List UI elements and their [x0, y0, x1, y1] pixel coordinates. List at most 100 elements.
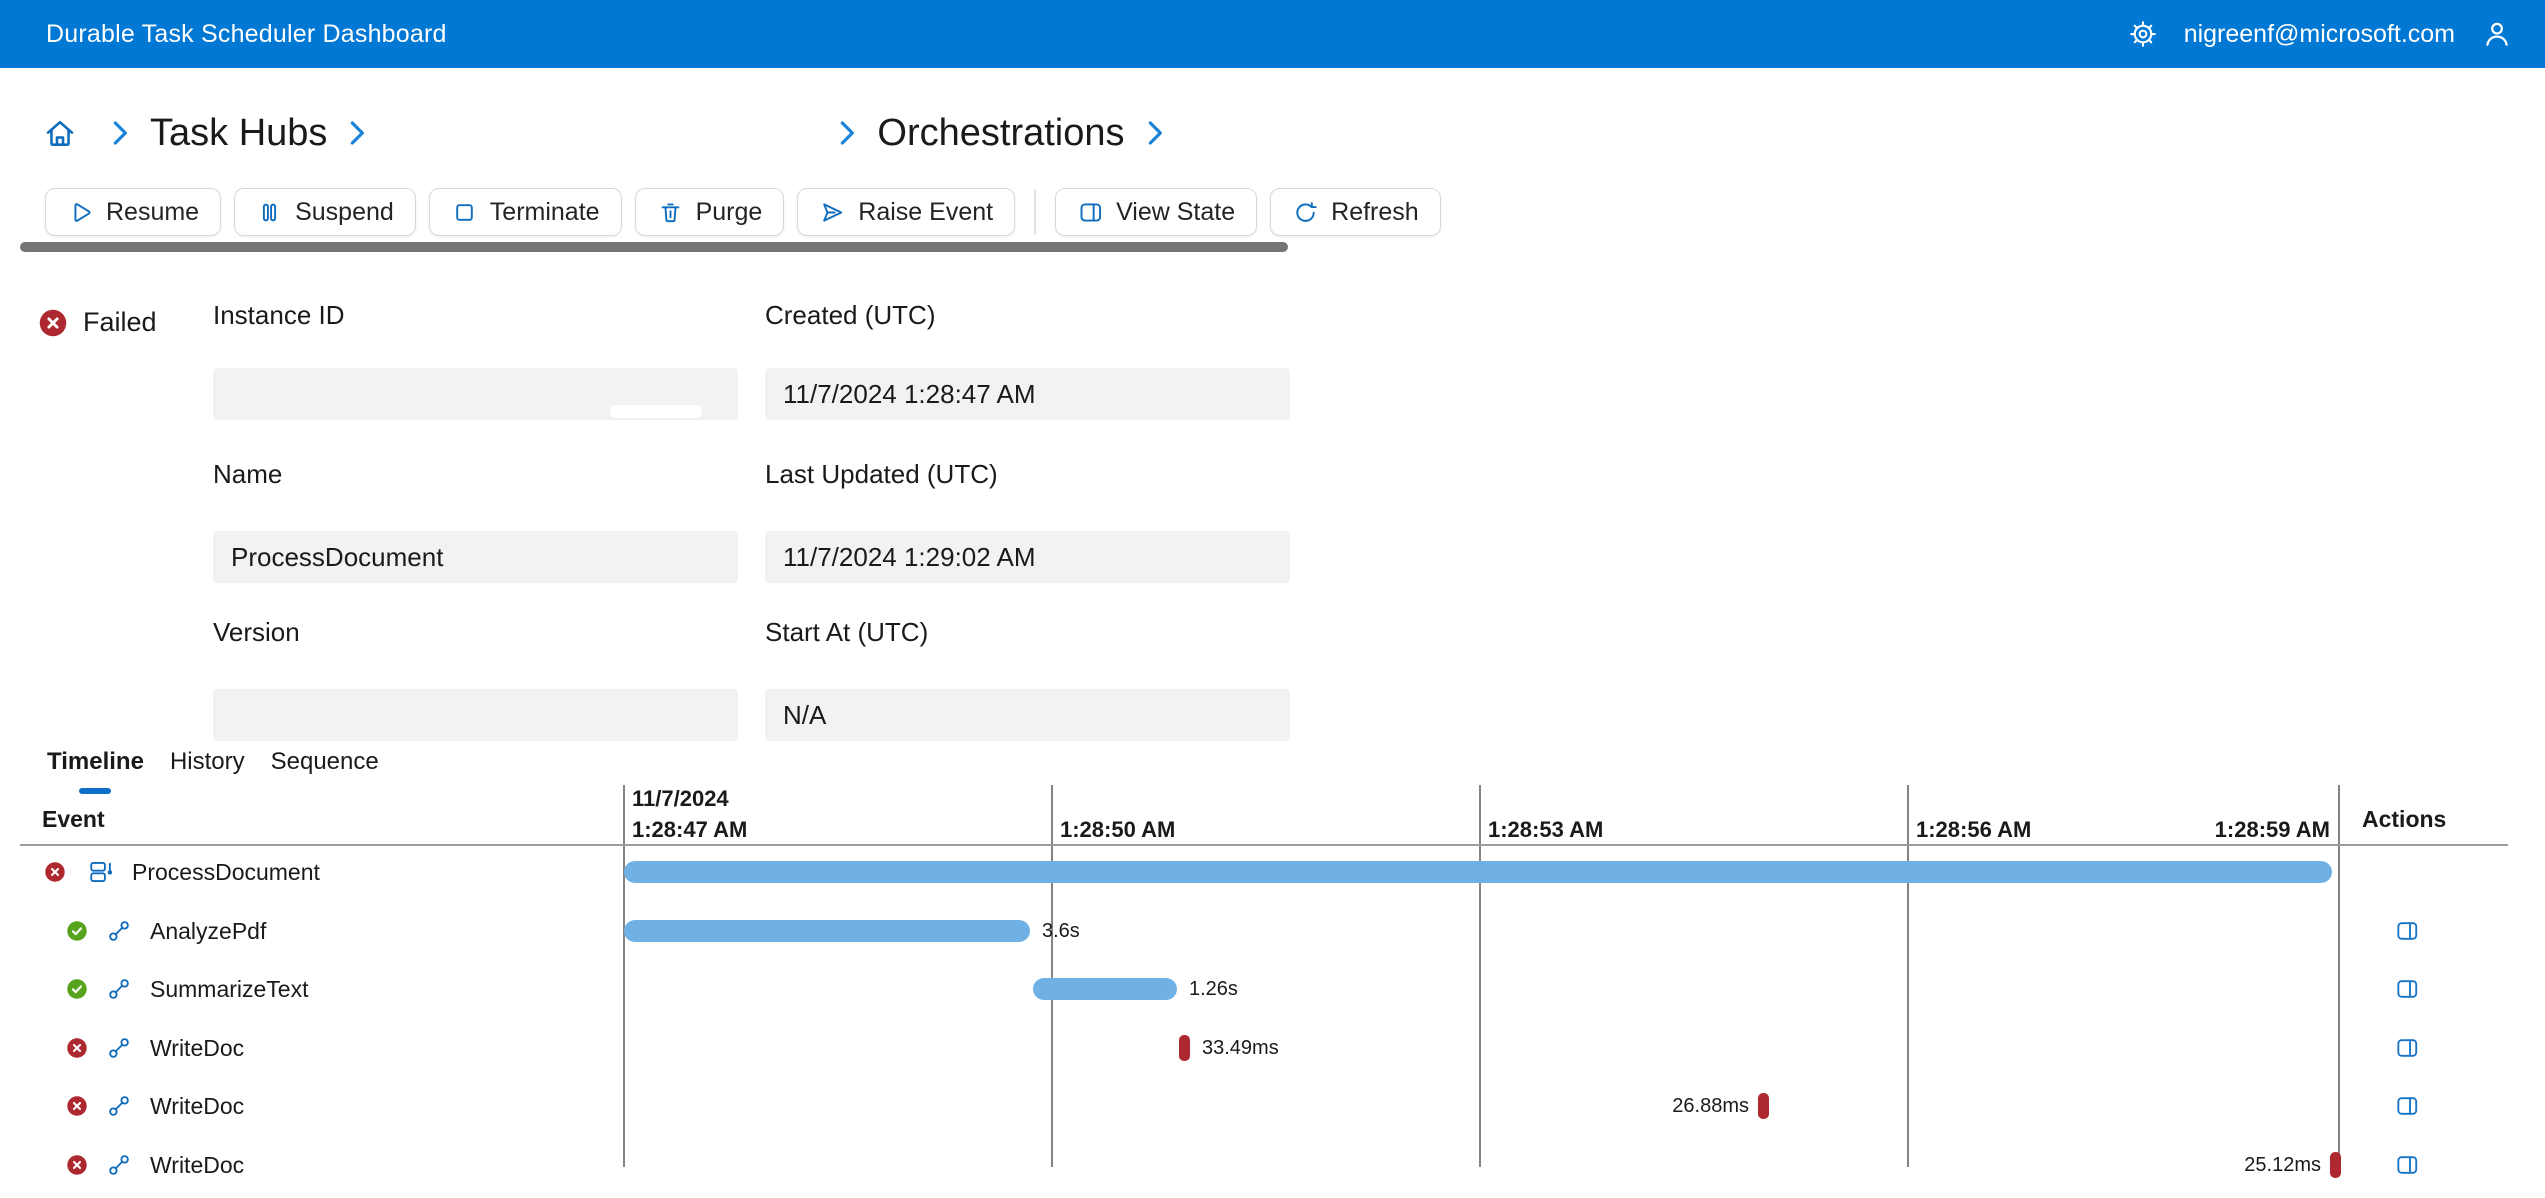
home-icon[interactable]: [42, 115, 78, 151]
created-utc--field[interactable]: 11/7/2024 1:28:47 AM: [765, 368, 1290, 420]
trash-icon: [661, 202, 679, 222]
view-state-action-button[interactable]: [2394, 1093, 2420, 1119]
tab-timeline[interactable]: Timeline: [45, 748, 146, 796]
view-state-icon: [2397, 1039, 2418, 1057]
field-value: N/A: [783, 699, 827, 730]
status-succeeded-icon: [66, 920, 88, 942]
time-gridline: [623, 785, 625, 1167]
chevron-right-icon: [831, 117, 863, 149]
button-label: Terminate: [489, 197, 600, 226]
activity-icon: [109, 921, 129, 941]
chevron-right-icon: [841, 121, 855, 145]
field-label: Last Updated (UTC): [765, 459, 998, 489]
orchestration-icon: [88, 859, 114, 885]
view-state-icon: [2397, 922, 2418, 940]
last-updated-utc--field[interactable]: 11/7/2024 1:29:02 AM: [765, 531, 1290, 583]
status-failed-icon: [67, 1096, 87, 1116]
chevron-right-icon: [113, 121, 127, 145]
view-tabs: Timeline History Sequence: [45, 748, 381, 796]
suspend-button[interactable]: Suspend: [234, 188, 416, 236]
activity-icon: [106, 1093, 132, 1119]
name-field[interactable]: ProcessDocument: [213, 531, 738, 583]
event-name: SummarizeText: [150, 976, 309, 1002]
field-value: ProcessDocument: [231, 541, 444, 572]
user-avatar-icon[interactable]: [2481, 18, 2513, 50]
breadcrumb-orchestrations[interactable]: Orchestrations: [877, 111, 1125, 154]
chevron-right-icon: [104, 117, 136, 149]
status-badge: Failed: [38, 307, 157, 338]
view-state-action-button[interactable]: [2394, 976, 2420, 1002]
send-icon: [823, 202, 843, 222]
status-label: Failed: [83, 307, 157, 337]
timeline-bar-writedoc: [1179, 1035, 1190, 1061]
chevron-right-icon: [341, 117, 373, 149]
view-state-action-button[interactable]: [2394, 918, 2420, 944]
orchestration-toolbar: Resume Suspend Terminate Purge Raise Event Vi…: [45, 188, 1441, 236]
button-label: Purge: [695, 197, 763, 226]
tick-label: 1:28:59 AM: [2214, 817, 2330, 842]
breadcrumb: Task Hubs Orchestrations: [42, 92, 1185, 174]
status-failed-icon: [67, 1038, 87, 1058]
tick-label: 1:28:50 AM: [1060, 817, 1176, 842]
instance-id-field[interactable]: [213, 368, 738, 420]
view-state-action-button[interactable]: [2394, 1035, 2420, 1061]
activity-icon: [109, 1155, 129, 1175]
event-name: WriteDoc: [150, 1093, 245, 1119]
timeline-bar-writedoc: [2330, 1152, 2341, 1178]
time-gridline: [1479, 785, 1481, 1167]
event-name: AnalyzePdf: [150, 918, 267, 944]
event-column-header: Event: [42, 806, 105, 832]
tab-sequence[interactable]: Sequence: [270, 748, 379, 775]
timeline-bar-summarizetext: [1033, 978, 1177, 1000]
settings-gear-icon: [2129, 21, 2156, 47]
start-at-utc--field[interactable]: N/A: [765, 689, 1290, 741]
status-failed-icon: [66, 1037, 88, 1059]
button-label: Resume: [106, 197, 200, 226]
redacted-value: [610, 405, 702, 418]
breadcrumb-task-hubs[interactable]: Task Hubs: [150, 111, 328, 154]
tick-label: 1:28:56 AM: [1916, 817, 2032, 842]
view-state-action-button[interactable]: [2394, 1152, 2420, 1178]
status-succeeded-icon: [67, 979, 87, 999]
event-name: WriteDoc: [150, 1035, 245, 1061]
tab-history[interactable]: History: [169, 748, 245, 775]
field-label: Start At (UTC): [765, 617, 929, 647]
time-gridline: [2338, 785, 2340, 1167]
failed-status-icon: [38, 308, 68, 338]
purge-button[interactable]: Purge: [634, 188, 785, 236]
activity-icon: [106, 1035, 132, 1061]
topbar-right: nigreenf@microsoft.com: [2128, 18, 2513, 50]
axis-date-label: 11/7/2024: [632, 786, 729, 811]
event-name: WriteDoc: [150, 1152, 245, 1178]
horizontal-scrollbar[interactable]: [20, 242, 1288, 252]
duration-label: 33.49ms: [1202, 1037, 1279, 1059]
timeline-bar-processdocument: [624, 861, 2332, 883]
chevron-right-icon: [351, 121, 365, 145]
view-state-icon: [2397, 980, 2418, 998]
refresh-button[interactable]: Refresh: [1270, 188, 1441, 236]
view-state-icon: [2397, 1097, 2418, 1115]
activity-icon: [106, 918, 132, 944]
resume-button[interactable]: Resume: [45, 188, 222, 236]
view-state-icon: [2397, 1156, 2418, 1174]
person-icon: [2486, 22, 2508, 46]
activity-icon: [109, 1096, 129, 1116]
status-failed-icon: [67, 1155, 87, 1175]
view-state-button[interactable]: View State: [1055, 188, 1258, 236]
version-field[interactable]: [213, 689, 738, 741]
terminate-button[interactable]: Terminate: [428, 188, 622, 236]
duration-label: 26.88ms: [1672, 1095, 1749, 1117]
status-failed-icon: [44, 861, 66, 883]
toolbar-divider: [1034, 189, 1037, 235]
tick-label: 1:28:47 AM: [632, 817, 748, 842]
tick-label: 1:28:53 AM: [1488, 817, 1604, 842]
button-label: Raise Event: [858, 197, 994, 226]
chevron-right-icon: [1148, 121, 1162, 145]
split-icon: [1080, 202, 1102, 222]
activity-icon: [106, 1152, 132, 1178]
raise-event-button[interactable]: Raise Event: [797, 188, 1016, 236]
user-email: nigreenf@microsoft.com: [2183, 19, 2455, 48]
settings-gear-icon[interactable]: [2128, 19, 2158, 49]
refresh-icon: [1296, 201, 1317, 222]
